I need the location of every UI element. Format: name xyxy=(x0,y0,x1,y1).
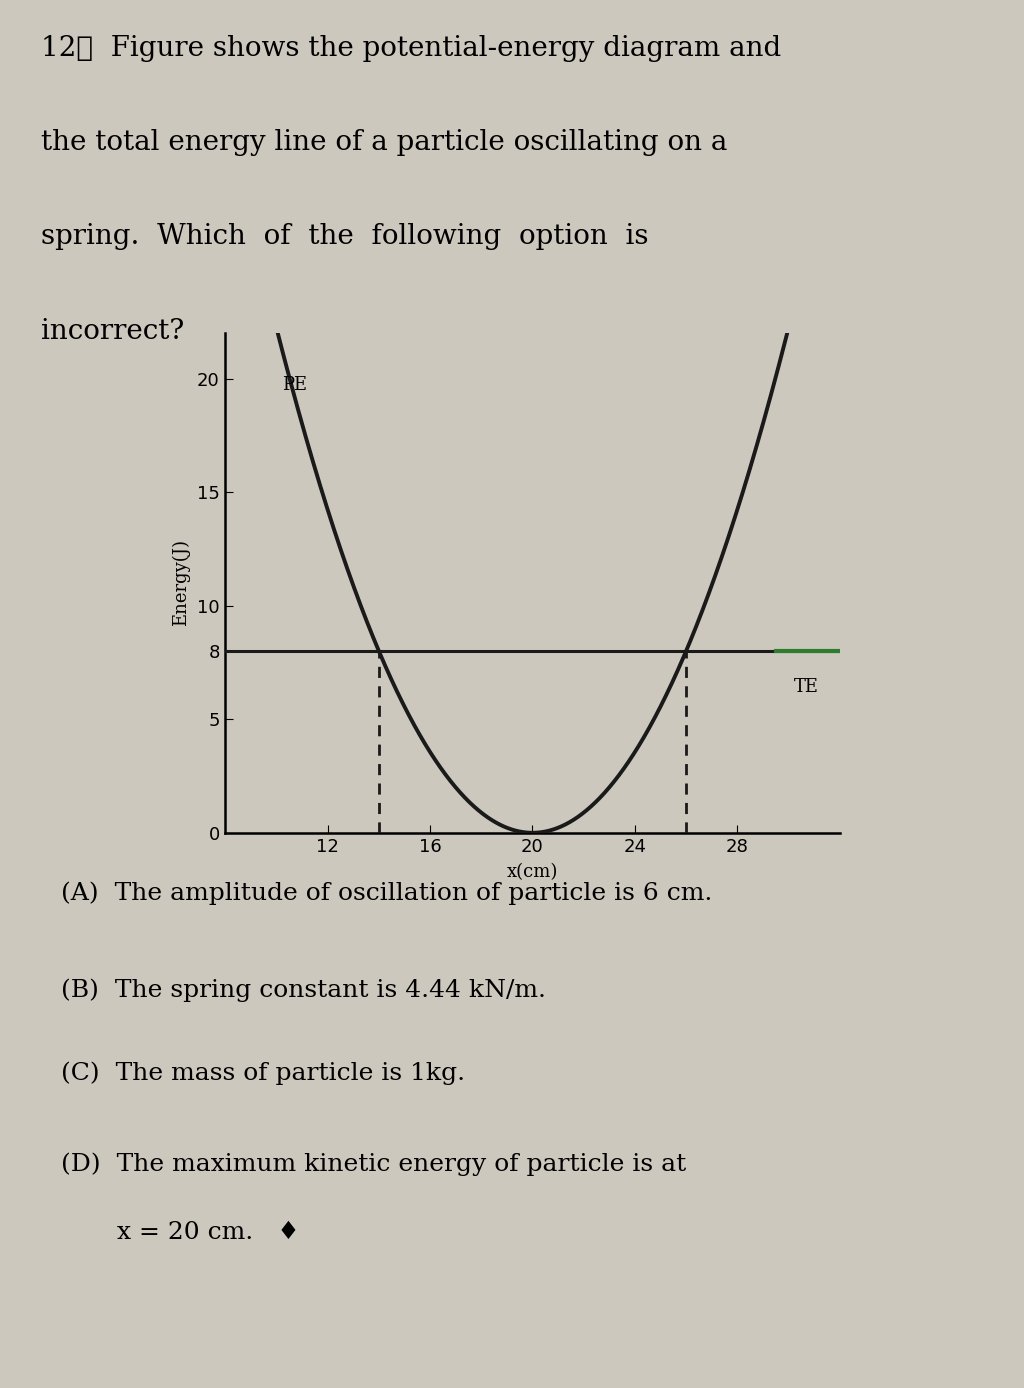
Text: (D)  The maximum kinetic energy of particle is at: (D) The maximum kinetic energy of partic… xyxy=(61,1152,687,1176)
Text: spring.  Which  of  the  following  option  is: spring. Which of the following option is xyxy=(41,223,648,250)
Y-axis label: Energy(J): Energy(J) xyxy=(172,540,189,626)
Text: TE: TE xyxy=(794,677,818,695)
Text: (B)  The spring constant is 4.44 kN/m.: (B) The spring constant is 4.44 kN/m. xyxy=(61,979,547,1002)
X-axis label: x(cm): x(cm) xyxy=(507,863,558,881)
Text: 12➜  Figure shows the potential-energy diagram and: 12➜ Figure shows the potential-energy di… xyxy=(41,35,781,61)
Text: (C)  The mass of particle is 1kg.: (C) The mass of particle is 1kg. xyxy=(61,1062,466,1085)
Text: (A)  The amplitude of oscillation of particle is 6 cm.: (A) The amplitude of oscillation of part… xyxy=(61,881,713,905)
Text: the total energy line of a particle oscillating on a: the total energy line of a particle osci… xyxy=(41,129,727,155)
Text: x = 20 cm.   ♦: x = 20 cm. ♦ xyxy=(61,1221,300,1245)
Text: incorrect?: incorrect? xyxy=(41,318,184,344)
Text: PE: PE xyxy=(282,376,307,394)
